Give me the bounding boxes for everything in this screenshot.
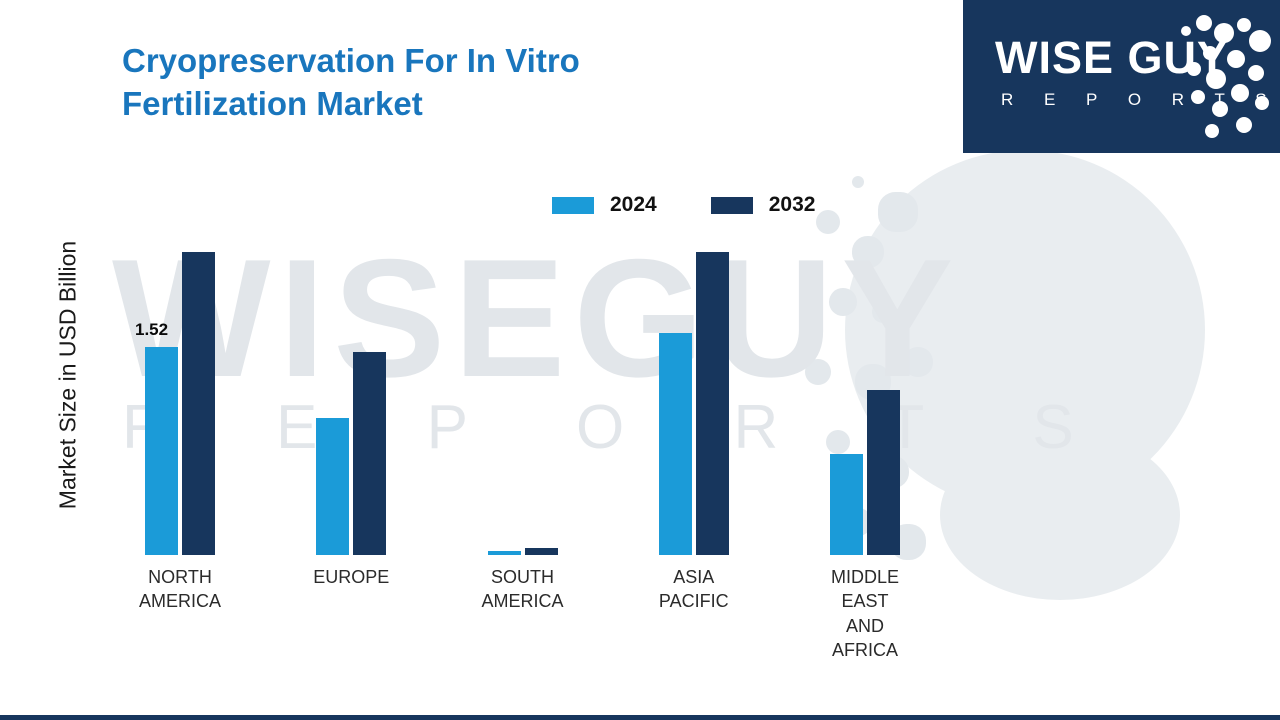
bar-group: SOUTH AMERICA bbox=[448, 548, 598, 611]
page-title: Cryopreservation For In Vitro Fertilizat… bbox=[122, 42, 580, 122]
bars bbox=[316, 352, 387, 555]
bar-2024 bbox=[830, 454, 863, 555]
chart-legend: 2024 2032 bbox=[552, 193, 815, 217]
bar-2032 bbox=[353, 352, 387, 555]
bar-group: MIDDLE EAST AND AFRICA bbox=[790, 390, 940, 660]
category-label: EUROPE bbox=[313, 567, 390, 587]
legend-item-2024: 2024 bbox=[552, 193, 657, 217]
brand-logo: WISE GUY R E P O R T S bbox=[963, 0, 1280, 153]
watermark-reports-text: R E P O R T S bbox=[122, 393, 1120, 462]
legend-label: 2024 bbox=[610, 193, 657, 216]
bars bbox=[830, 390, 900, 555]
bar-2024 bbox=[658, 333, 692, 555]
logo-face-dots-icon bbox=[1181, 26, 1191, 36]
bars bbox=[487, 548, 558, 555]
legend-item-2032: 2032 bbox=[710, 193, 816, 217]
y-axis-label: Market Size in USD Billion bbox=[54, 240, 81, 510]
bar-2024: 1.52 bbox=[135, 320, 178, 555]
legend-swatch-2024 bbox=[552, 196, 594, 214]
plot-area: 1.52 NORTH AMERICA EUROPE SOUTH AMERICA ASIA PA… bbox=[105, 250, 940, 660]
category-label: MIDDLE EAST AND AFRICA bbox=[830, 567, 900, 660]
bar-2032 bbox=[695, 252, 729, 555]
watermark-brand-text: WISEGUY bbox=[112, 224, 962, 412]
category-label: NORTH AMERICA bbox=[138, 567, 222, 612]
bar-group: EUROPE bbox=[276, 352, 426, 587]
logo-wordmark: WISE GUY bbox=[995, 32, 1229, 83]
watermark-dots bbox=[852, 176, 864, 188]
bar-group: ASIA PACIFIC bbox=[619, 252, 769, 611]
bars: 1.52 bbox=[135, 252, 215, 555]
logo-reports-text: R E P O R T S bbox=[1001, 90, 1280, 109]
legend-swatch-2032 bbox=[710, 196, 753, 214]
bar-2032 bbox=[524, 548, 558, 555]
bar-value-label: 1.52 bbox=[135, 320, 169, 339]
category-label: ASIA PACIFIC bbox=[658, 567, 729, 612]
bar-2024 bbox=[487, 551, 521, 555]
legend-label: 2032 bbox=[768, 193, 816, 216]
bars bbox=[658, 252, 729, 555]
bottom-accent-bar bbox=[0, 715, 1280, 720]
bar-2024 bbox=[316, 418, 350, 555]
category-label: SOUTH AMERICA bbox=[481, 567, 564, 612]
bar-2032 bbox=[867, 390, 900, 555]
bar-group: 1.52 NORTH AMERICA bbox=[105, 252, 255, 611]
bar-2032 bbox=[182, 252, 215, 555]
watermark-face-chin bbox=[940, 430, 1180, 600]
